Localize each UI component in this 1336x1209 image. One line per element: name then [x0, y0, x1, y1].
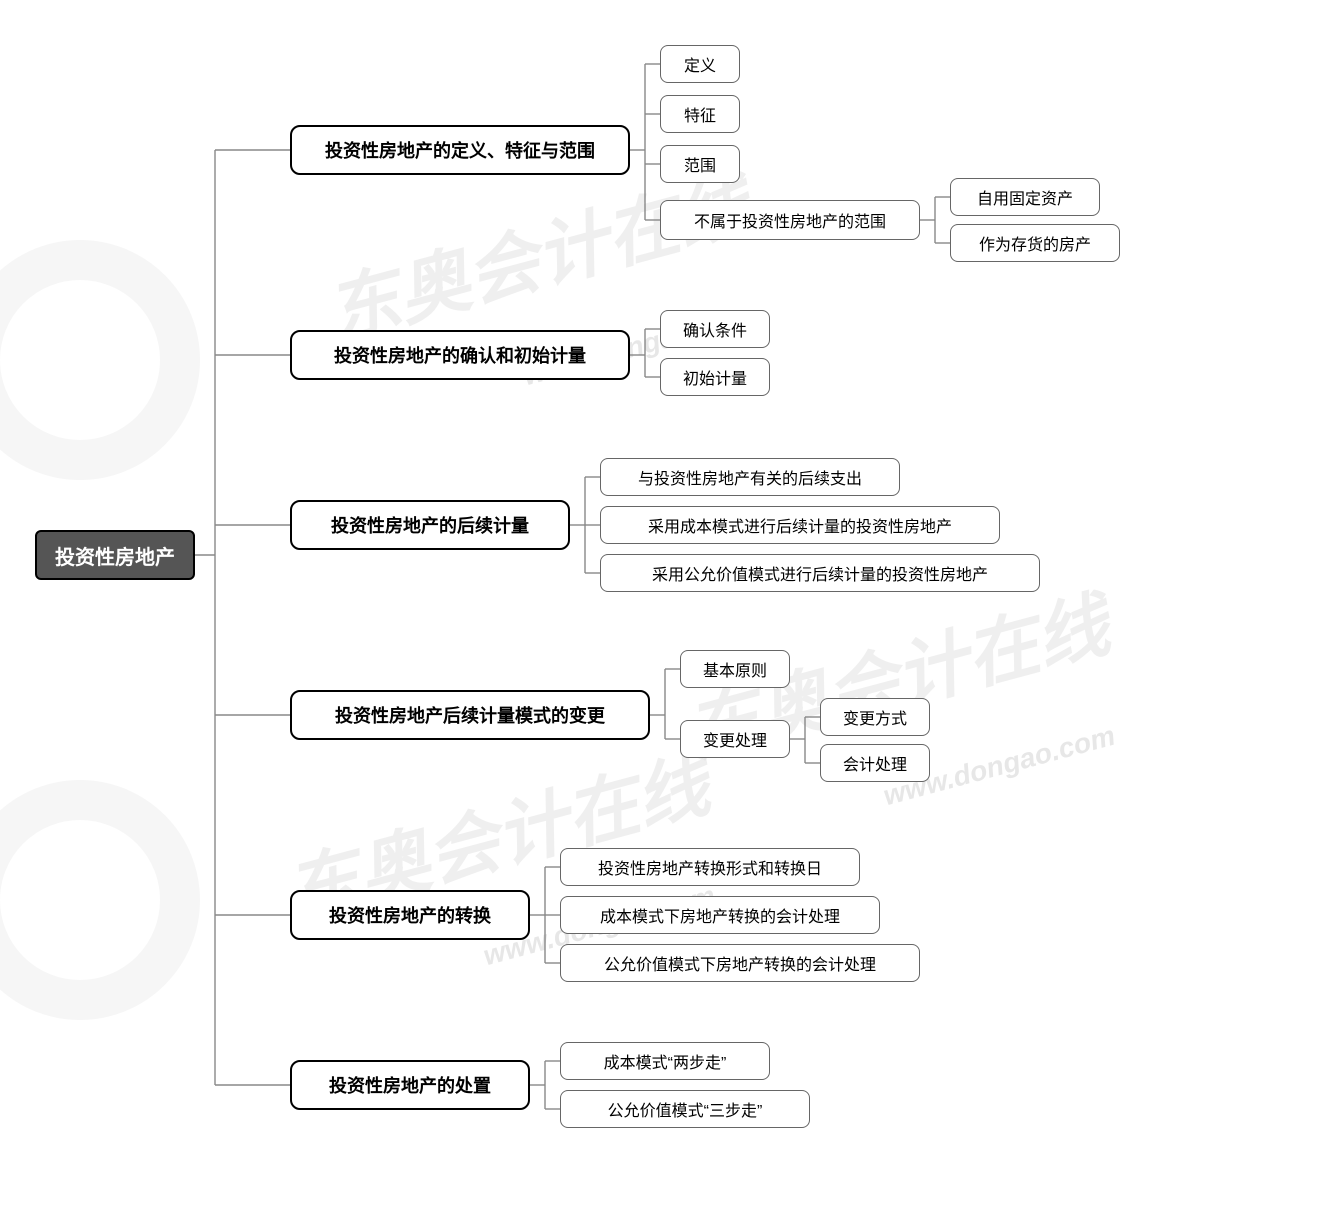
mindmap-node-b2c1: 确认条件	[660, 310, 770, 348]
mindmap-node-b4c2b: 会计处理	[820, 744, 930, 782]
mindmap-node-b3: 投资性房地产的后续计量	[290, 500, 570, 550]
mindmap-node-b3c1: 与投资性房地产有关的后续支出	[600, 458, 900, 496]
mindmap-node-b6c2: 公允价值模式“三步走”	[560, 1090, 810, 1128]
mindmap-node-b1c4b: 作为存货的房产	[950, 224, 1120, 262]
mindmap-node-b2: 投资性房地产的确认和初始计量	[290, 330, 630, 380]
mindmap-node-root: 投资性房地产	[35, 530, 195, 580]
mindmap-node-b1: 投资性房地产的定义、特征与范围	[290, 125, 630, 175]
mindmap-node-b3c3: 采用公允价值模式进行后续计量的投资性房地产	[600, 554, 1040, 592]
mindmap-node-b6c1: 成本模式“两步走”	[560, 1042, 770, 1080]
mindmap-node-b2c2: 初始计量	[660, 358, 770, 396]
mindmap-node-b5c2: 成本模式下房地产转换的会计处理	[560, 896, 880, 934]
mindmap-node-b3c2: 采用成本模式进行后续计量的投资性房地产	[600, 506, 1000, 544]
mindmap-node-b4c1: 基本原则	[680, 650, 790, 688]
mindmap-node-b6: 投资性房地产的处置	[290, 1060, 530, 1110]
mindmap-node-b4c2: 变更处理	[680, 720, 790, 758]
mindmap-node-b1c3: 范围	[660, 145, 740, 183]
mindmap-node-b1c4a: 自用固定资产	[950, 178, 1100, 216]
mindmap-node-b5c3: 公允价值模式下房地产转换的会计处理	[560, 944, 920, 982]
mindmap-node-b1c1: 定义	[660, 45, 740, 83]
mindmap-node-b5: 投资性房地产的转换	[290, 890, 530, 940]
mindmap-node-b5c1: 投资性房地产转换形式和转换日	[560, 848, 860, 886]
mindmap-node-b1c2: 特征	[660, 95, 740, 133]
mindmap-node-b4c2a: 变更方式	[820, 698, 930, 736]
mindmap-node-b4: 投资性房地产后续计量模式的变更	[290, 690, 650, 740]
mindmap-node-b1c4: 不属于投资性房地产的范围	[660, 200, 920, 240]
